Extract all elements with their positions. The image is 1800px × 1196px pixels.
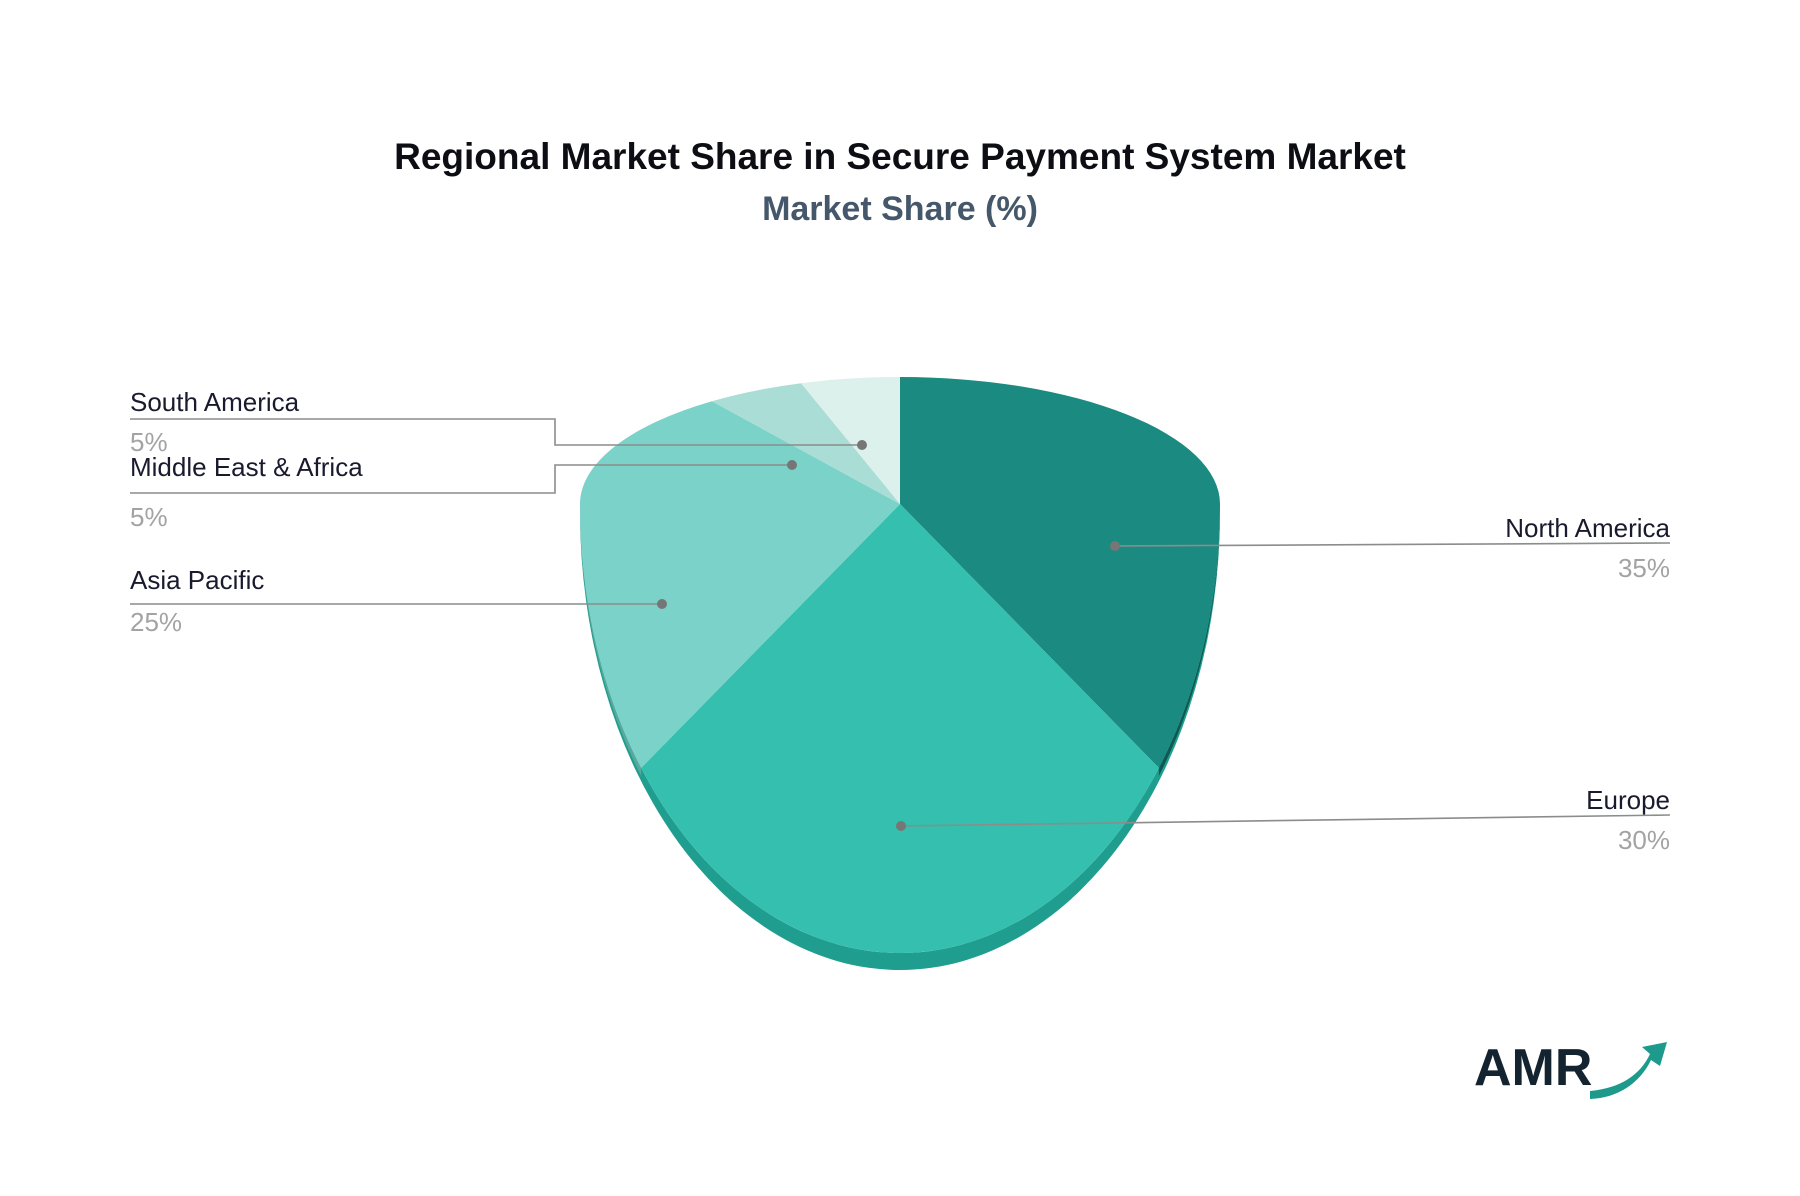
svg-text:AMR: AMR xyxy=(1474,1039,1592,1097)
